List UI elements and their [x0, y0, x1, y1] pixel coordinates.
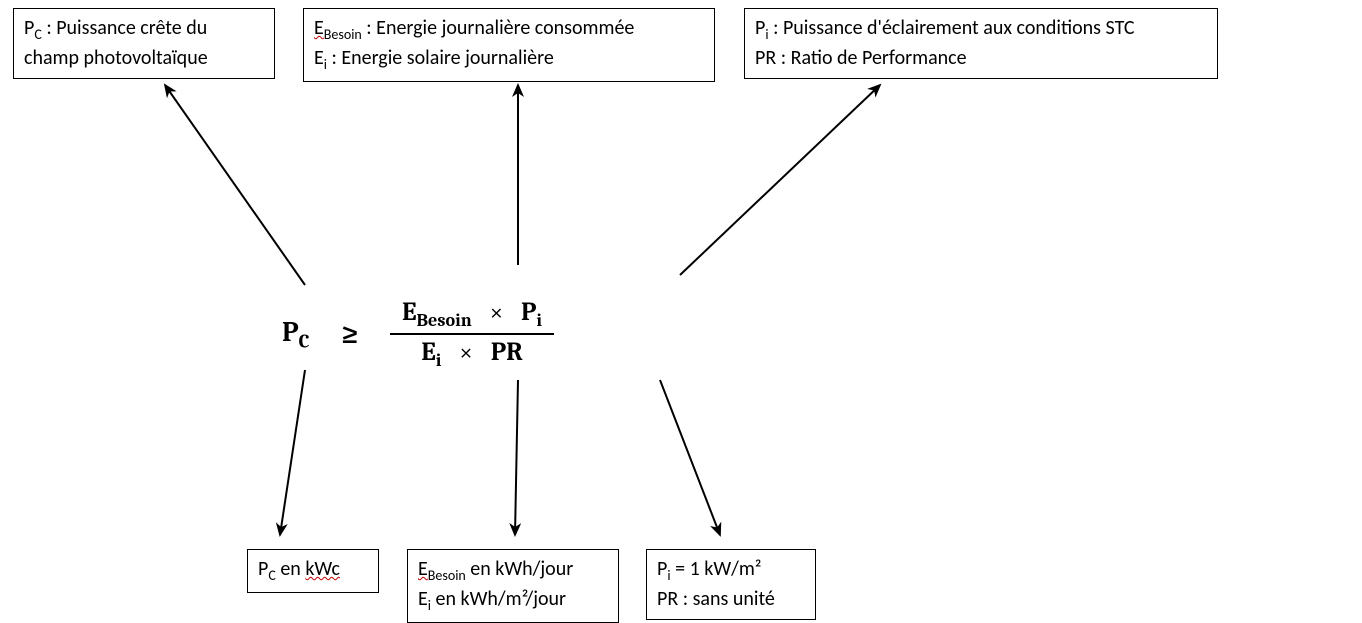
- unit-box-pc: PC en kWc: [247, 549, 379, 593]
- unit-box-pi-pr: Pi = 1 kW/m²PR : sans unité: [646, 549, 816, 620]
- unit-box-e: EBesoin en kWh/jourEi en kWh/m²/jour: [407, 549, 619, 623]
- annotation-arrows: [0, 0, 1362, 621]
- definition-box-pc: PC : Puissance crête duchamp photovoltaï…: [13, 8, 275, 79]
- definition-box-e: EBesoin : Energie journalière consomméeE…: [303, 8, 715, 82]
- definition-box-pi-pr: Pi : Puissance d'éclairement aux conditi…: [744, 8, 1218, 79]
- main-formula: PC≥EBesoin×PiEi×PR: [282, 295, 554, 373]
